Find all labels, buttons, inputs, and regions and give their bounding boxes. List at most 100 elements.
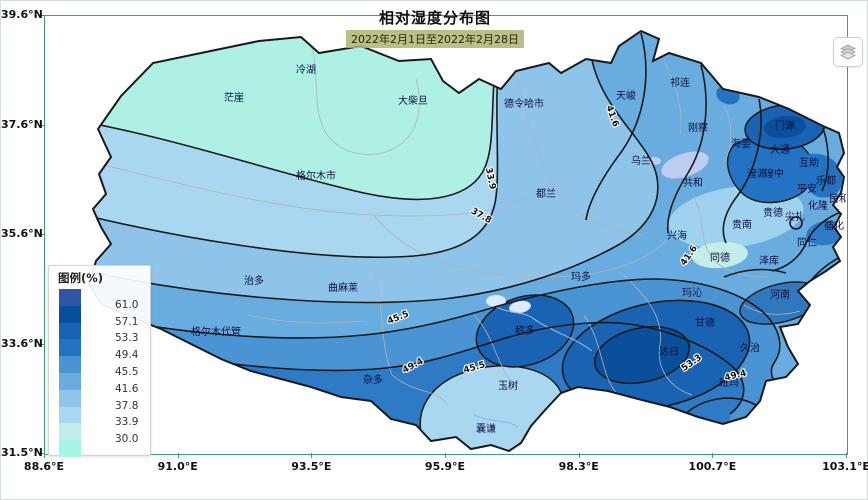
legend-value: 30.0 xyxy=(115,433,139,446)
region-label: 冷湖 xyxy=(296,63,316,76)
legend-value: 33.9 xyxy=(115,416,139,429)
region-label: 刚察 xyxy=(688,121,708,134)
region-label: 大通 xyxy=(770,143,790,156)
region-label: 泽库 xyxy=(759,254,779,267)
region-label: 大柴旦 xyxy=(398,94,428,107)
region-label: 湟源 xyxy=(747,167,767,180)
legend-value: 41.6 xyxy=(115,382,139,395)
legend-value: 57.1 xyxy=(115,315,139,328)
legend-swatch xyxy=(59,440,81,457)
y-tick-label: 31.5°N xyxy=(1,446,43,459)
province-outline xyxy=(87,29,846,453)
x-tick-label: 93.5°E xyxy=(291,460,332,473)
region-label: 乐都 xyxy=(816,175,836,187)
region-label: 尖扎 xyxy=(785,210,805,223)
region-label: 曲麻莱 xyxy=(328,281,358,294)
legend-swatch xyxy=(59,389,81,407)
x-tick-mark xyxy=(44,453,45,458)
region-label: 格尔木市 xyxy=(296,169,336,182)
y-tick-label: 33.6°N xyxy=(1,336,43,350)
legend-value: 37.8 xyxy=(115,399,139,412)
region-label: 循化 xyxy=(824,219,844,232)
y-tick-label: 39.6°N xyxy=(1,8,43,21)
legend-value: 49.4 xyxy=(115,349,139,362)
y-tick-mark xyxy=(39,124,44,126)
x-tick-mark xyxy=(846,453,847,458)
region-label: 玛沁 xyxy=(682,287,702,299)
region-label: 贵德 xyxy=(763,206,783,219)
region-label: 杂多 xyxy=(363,373,383,386)
legend-value: 45.5 xyxy=(115,366,139,378)
region-label: 门源 xyxy=(775,119,795,132)
x-tick-label: 103.1°E xyxy=(822,460,868,473)
y-tick-mark xyxy=(39,343,44,345)
legend-swatch xyxy=(59,305,81,323)
rivers xyxy=(473,306,593,428)
region-label: 乌兰 xyxy=(631,154,651,167)
region-label: 海晏 xyxy=(731,137,751,150)
y-tick-label: 37.6°N xyxy=(1,117,43,131)
map-title: 相对湿度分布图 xyxy=(378,9,491,27)
legend-swatch xyxy=(59,423,81,441)
y-tick-label: 35.6°N xyxy=(1,227,43,240)
legend-swatch xyxy=(59,289,81,306)
legend-value: 61.0 xyxy=(115,298,139,311)
region-label: 囊谦 xyxy=(476,422,496,435)
map-subtitle: 2022年2月1日至2022年2月28日 xyxy=(346,30,524,48)
region-label: 祁连 xyxy=(670,76,690,89)
legend-swatch xyxy=(59,406,81,424)
legend-panel: 图例(%) 61.0 57.1 53.3 49.4 45.5 41.6 37.8 33.9 30… xyxy=(48,265,151,457)
x-tick-label: 88.6°E xyxy=(23,460,65,473)
x-tick-label: 98.3°E xyxy=(558,460,599,473)
region-label: 民和 xyxy=(829,193,846,205)
x-tick-mark xyxy=(712,453,714,458)
region-label: 平安 xyxy=(797,182,817,195)
region-label: 班玛 xyxy=(719,377,739,389)
region-label: 湟中 xyxy=(764,167,784,180)
region-label: 都兰 xyxy=(536,187,556,200)
region-label: 达日 xyxy=(659,346,679,358)
x-tick-label: 100.7°E xyxy=(688,460,737,473)
region-label: 玛多 xyxy=(571,270,591,283)
region-label: 玉树 xyxy=(498,379,518,392)
qinghai-lake xyxy=(660,150,710,180)
region-label: 共和 xyxy=(683,177,703,189)
x-tick-mark xyxy=(311,453,313,458)
x-tick-label: 95.9°E xyxy=(424,460,466,473)
y-tick-mark xyxy=(39,15,44,16)
region-label: 甘德 xyxy=(695,316,715,329)
region-label: 兴海 xyxy=(667,229,687,242)
layers-button[interactable] xyxy=(833,37,863,67)
x-tick-mark xyxy=(578,453,580,458)
region-label: 德令哈市 xyxy=(504,97,544,110)
legend-title: 图例(%) xyxy=(58,271,104,285)
layers-icon xyxy=(840,44,856,60)
region-label: 河南 xyxy=(770,288,790,301)
map-subtitle-wrap: 2022年2月1日至2022年2月28日 xyxy=(1,28,868,48)
region-label: 同仁 xyxy=(797,237,817,249)
region-label: 久治 xyxy=(740,341,760,354)
region-label: 称多 xyxy=(515,324,535,337)
legend-swatch xyxy=(59,339,81,357)
region-label: 格尔木代管 xyxy=(191,325,241,338)
legend-swatch xyxy=(59,322,81,340)
y-tick-mark xyxy=(39,453,44,454)
region-label: 化隆 xyxy=(808,199,828,212)
legend-swatch xyxy=(59,373,81,390)
contour-lines xyxy=(89,32,844,432)
x-tick-mark xyxy=(445,453,446,458)
region-label: 互助 xyxy=(799,156,819,169)
region-label: 茫崖 xyxy=(224,91,244,104)
region-label: 贵南 xyxy=(732,218,752,231)
legend-swatch xyxy=(59,356,81,373)
y-tick-mark xyxy=(39,234,44,235)
x-tick-mark xyxy=(177,453,179,458)
x-tick-label: 91.0°E xyxy=(157,460,198,473)
region-label: 同德 xyxy=(710,251,730,264)
region-label: 治多 xyxy=(244,274,264,287)
region-label: 天峻 xyxy=(616,89,636,102)
legend-value: 53.3 xyxy=(115,332,139,345)
